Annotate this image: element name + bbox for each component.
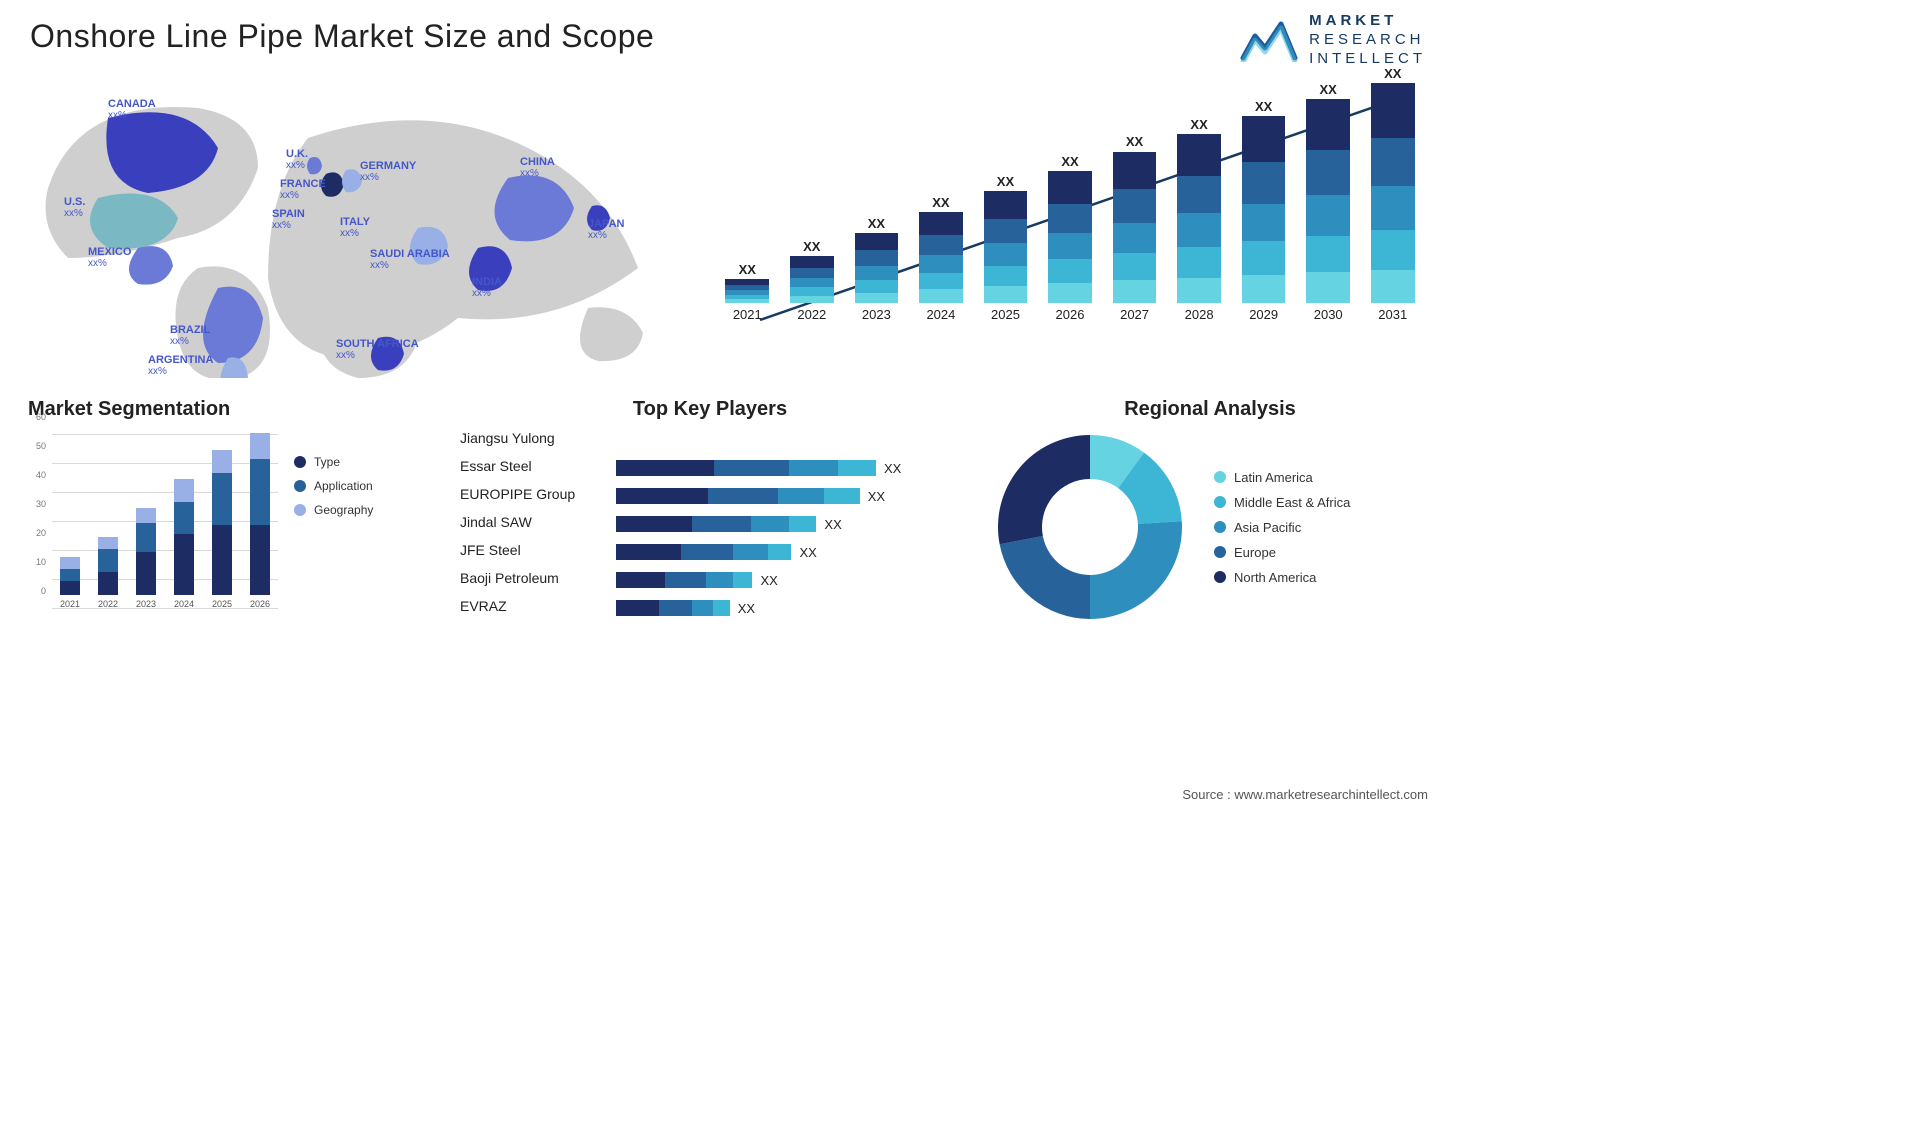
key-players-names: Jiangsu Yulong Essar Steel EUROPIPE Group J… <box>460 427 600 619</box>
main-bar-2025: XX2025 <box>978 174 1033 322</box>
legend-item: Application <box>294 479 373 493</box>
map-label: FRANCExx% <box>280 178 326 201</box>
legend-item: Geography <box>294 503 373 517</box>
legend-item: Asia Pacific <box>1214 520 1350 535</box>
main-bar-2030: XX2030 <box>1301 82 1356 322</box>
map-label: BRAZILxx% <box>170 324 210 347</box>
map-label: CANADAxx% <box>108 98 156 121</box>
map-label: SOUTH AFRICAxx% <box>336 338 419 361</box>
kp-name: Essar Steel <box>460 455 600 477</box>
map-label: U.S.xx% <box>64 196 85 219</box>
main-bar-2028: XX2028 <box>1172 117 1227 322</box>
kp-name: EVRAZ <box>460 595 600 617</box>
kp-bar-row: XX <box>616 597 960 619</box>
main-bar-chart: XX2021XX2022XX2023XX2024XX2025XX2026XX20… <box>720 80 1420 380</box>
kp-bar-row: XX <box>616 569 960 591</box>
brand-logo: MARKET RESEARCH INTELLECT <box>1239 12 1426 68</box>
logo-text: MARKET RESEARCH INTELLECT <box>1309 12 1426 68</box>
kp-bar-row: XX <box>616 541 960 563</box>
world-map-panel: CANADAxx% U.S.xx% MEXICOxx% BRAZILxx% ARGENT… <box>28 78 668 378</box>
segmentation-title: Market Segmentation <box>28 398 418 421</box>
legend-item: Europe <box>1214 545 1350 560</box>
kp-name: EUROPIPE Group <box>460 483 600 505</box>
legend-item: Latin America <box>1214 470 1350 485</box>
main-bar-2024: XX2024 <box>914 195 969 322</box>
main-bar-2022: XX2022 <box>785 239 840 322</box>
seg-bar-2023: 2023 <box>132 508 160 609</box>
kp-bar-row: XX <box>616 513 960 535</box>
segmentation-legend: Type Application Geography <box>294 427 373 627</box>
legend-item: North America <box>1214 570 1350 585</box>
main-bar-2031: XX2031 <box>1365 66 1420 322</box>
map-label: CHINAxx% <box>520 156 555 179</box>
map-label: ITALYxx% <box>340 216 370 239</box>
main-bar-2027: XX2027 <box>1107 134 1162 322</box>
map-label: U.K.xx% <box>286 148 308 171</box>
map-label: MEXICOxx% <box>88 246 131 269</box>
seg-bar-2026: 2026 <box>246 433 274 609</box>
page-title: Onshore Line Pipe Market Size and Scope <box>30 18 654 55</box>
seg-bar-2025: 2025 <box>208 450 236 609</box>
kp-name: Jiangsu Yulong <box>460 427 600 449</box>
donut-slice <box>1000 536 1090 619</box>
kp-bar-row: XX <box>616 457 960 479</box>
kp-name: Jindal SAW <box>460 511 600 533</box>
logo-mark-icon <box>1239 18 1299 62</box>
regional-title: Regional Analysis <box>990 398 1430 421</box>
segmentation-chart: 0102030405060 202120222023202420252026 <box>28 427 278 627</box>
seg-bar-2022: 2022 <box>94 537 122 609</box>
key-players-bars: XX XX XX XX XX XX <box>616 427 960 619</box>
main-bar-2026: XX2026 <box>1043 154 1098 322</box>
segmentation-panel: Market Segmentation 0102030405060 202120… <box>28 398 418 638</box>
map-label: INDIAxx% <box>472 276 502 299</box>
main-bar-2029: XX2029 <box>1236 99 1291 322</box>
donut-slice <box>998 435 1090 544</box>
kp-name: Baoji Petroleum <box>460 567 600 589</box>
map-label: SPAINxx% <box>272 208 305 231</box>
seg-bar-2021: 2021 <box>56 557 84 609</box>
source-text: Source : www.marketresearchintellect.com <box>1182 787 1428 802</box>
regional-legend: Latin America Middle East & Africa Asia Pa… <box>1214 470 1350 585</box>
main-bar-2023: XX2023 <box>849 216 904 322</box>
legend-item: Type <box>294 455 373 469</box>
seg-bar-2024: 2024 <box>170 479 198 609</box>
map-label: GERMANYxx% <box>360 160 416 183</box>
main-bar-2021: XX2021 <box>720 262 775 322</box>
map-label: JAPANxx% <box>588 218 624 241</box>
regional-panel: Regional Analysis Latin America Middle Ea… <box>990 398 1430 638</box>
map-label: SAUDI ARABIAxx% <box>370 248 450 271</box>
legend-item: Middle East & Africa <box>1214 495 1350 510</box>
key-players-title: Top Key Players <box>460 398 960 421</box>
kp-bar-row: XX <box>616 485 960 507</box>
key-players-panel: Top Key Players Jiangsu Yulong Essar Stee… <box>460 398 960 638</box>
kp-name: JFE Steel <box>460 539 600 561</box>
donut-slice <box>1090 521 1182 619</box>
map-label: ARGENTINAxx% <box>148 354 213 377</box>
regional-donut-chart <box>990 427 1190 627</box>
